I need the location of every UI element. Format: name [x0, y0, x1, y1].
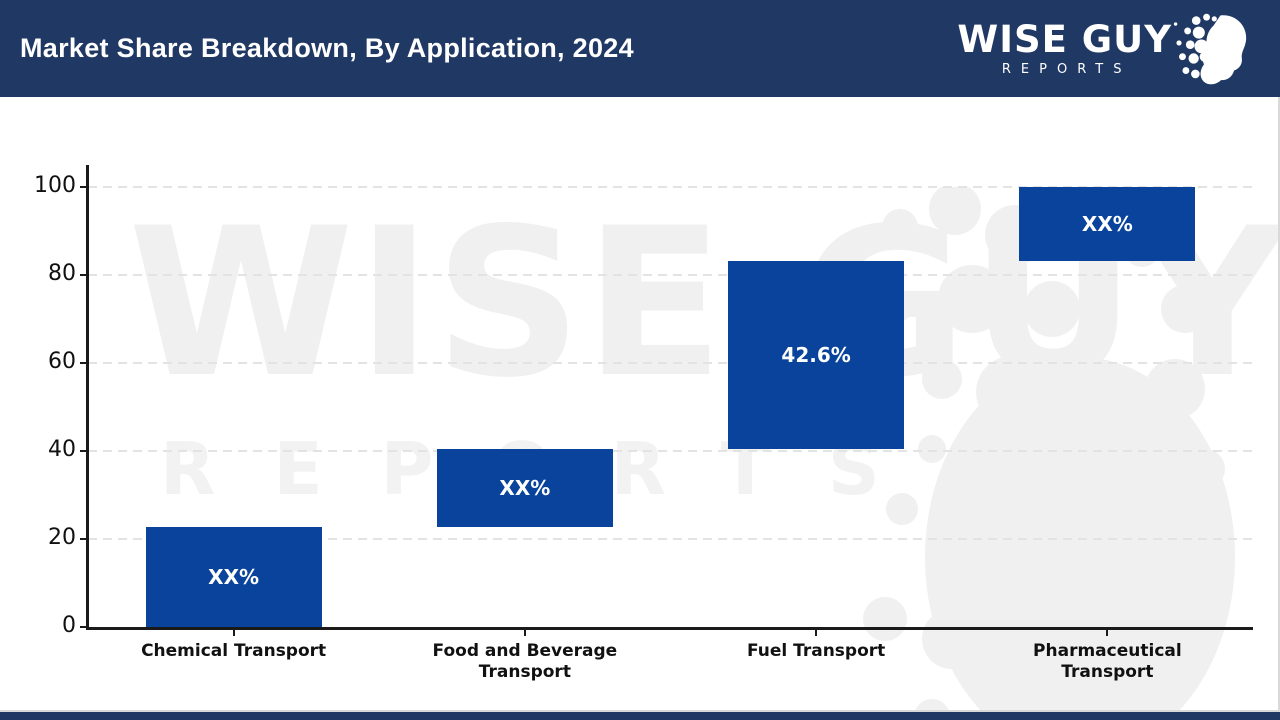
chart-canvas: WISE GUY REPORTS 020406080100XX%XX%42.6%… [0, 97, 1280, 710]
y-tick-label: 0 [62, 613, 76, 638]
y-tick [80, 450, 88, 452]
x-category-label-pharmaceutical-transport: Pharmaceutical Transport [1033, 641, 1182, 683]
x-category-label-chemical-transport: Chemical Transport [141, 641, 327, 661]
right-edge-border [1278, 97, 1280, 712]
y-tick-label: 20 [48, 525, 76, 550]
y-axis-line [86, 165, 89, 629]
y-tick [80, 362, 88, 364]
bottom-edge-line [0, 710, 1280, 712]
x-tick [815, 629, 818, 636]
x-category-label-food-and-beverage-transport: Food and Beverage Transport [432, 641, 618, 683]
y-tick-label: 40 [48, 437, 76, 462]
bar-value-label: XX% [208, 565, 260, 590]
y-tick [80, 538, 88, 540]
bar-fuel-transport: 42.6% [728, 260, 905, 450]
bar-pharmaceutical-transport: XX% [1019, 187, 1196, 261]
logo-wordmark: WISE GUY [957, 18, 1172, 61]
logo-subtitle: REPORTS [1001, 62, 1132, 77]
y-tick-label: 100 [34, 173, 76, 198]
footer-bar [0, 712, 1280, 720]
gridline [88, 450, 1253, 452]
bar-value-label: XX% [1081, 211, 1133, 236]
dotted-head-icon [1173, 13, 1247, 84]
x-tick [523, 629, 526, 636]
bar-food-and-beverage-transport: XX% [436, 449, 613, 528]
chart-title: Market Share Breakdown, By Application, … [20, 33, 634, 63]
y-tick [80, 186, 88, 188]
gridline [88, 186, 1253, 188]
bar-value-label: XX% [499, 476, 551, 501]
x-tick [1106, 629, 1109, 636]
gridline [88, 274, 1253, 276]
gridline [88, 362, 1253, 364]
y-tick-label: 60 [48, 349, 76, 374]
gridline [88, 538, 1253, 540]
y-tick [80, 626, 88, 628]
header-bar: Market Share Breakdown, By Application, … [0, 0, 1280, 97]
bar-chemical-transport: XX% [145, 527, 322, 627]
y-tick-label: 80 [48, 261, 76, 286]
x-category-label-fuel-transport: Fuel Transport [746, 641, 886, 661]
bar-value-label: 42.6% [781, 343, 851, 368]
wise-guy-logo: WISE GUY REPORTS [957, 12, 1254, 86]
x-axis-line [86, 627, 1253, 630]
x-tick [232, 629, 235, 636]
y-tick [80, 274, 88, 276]
